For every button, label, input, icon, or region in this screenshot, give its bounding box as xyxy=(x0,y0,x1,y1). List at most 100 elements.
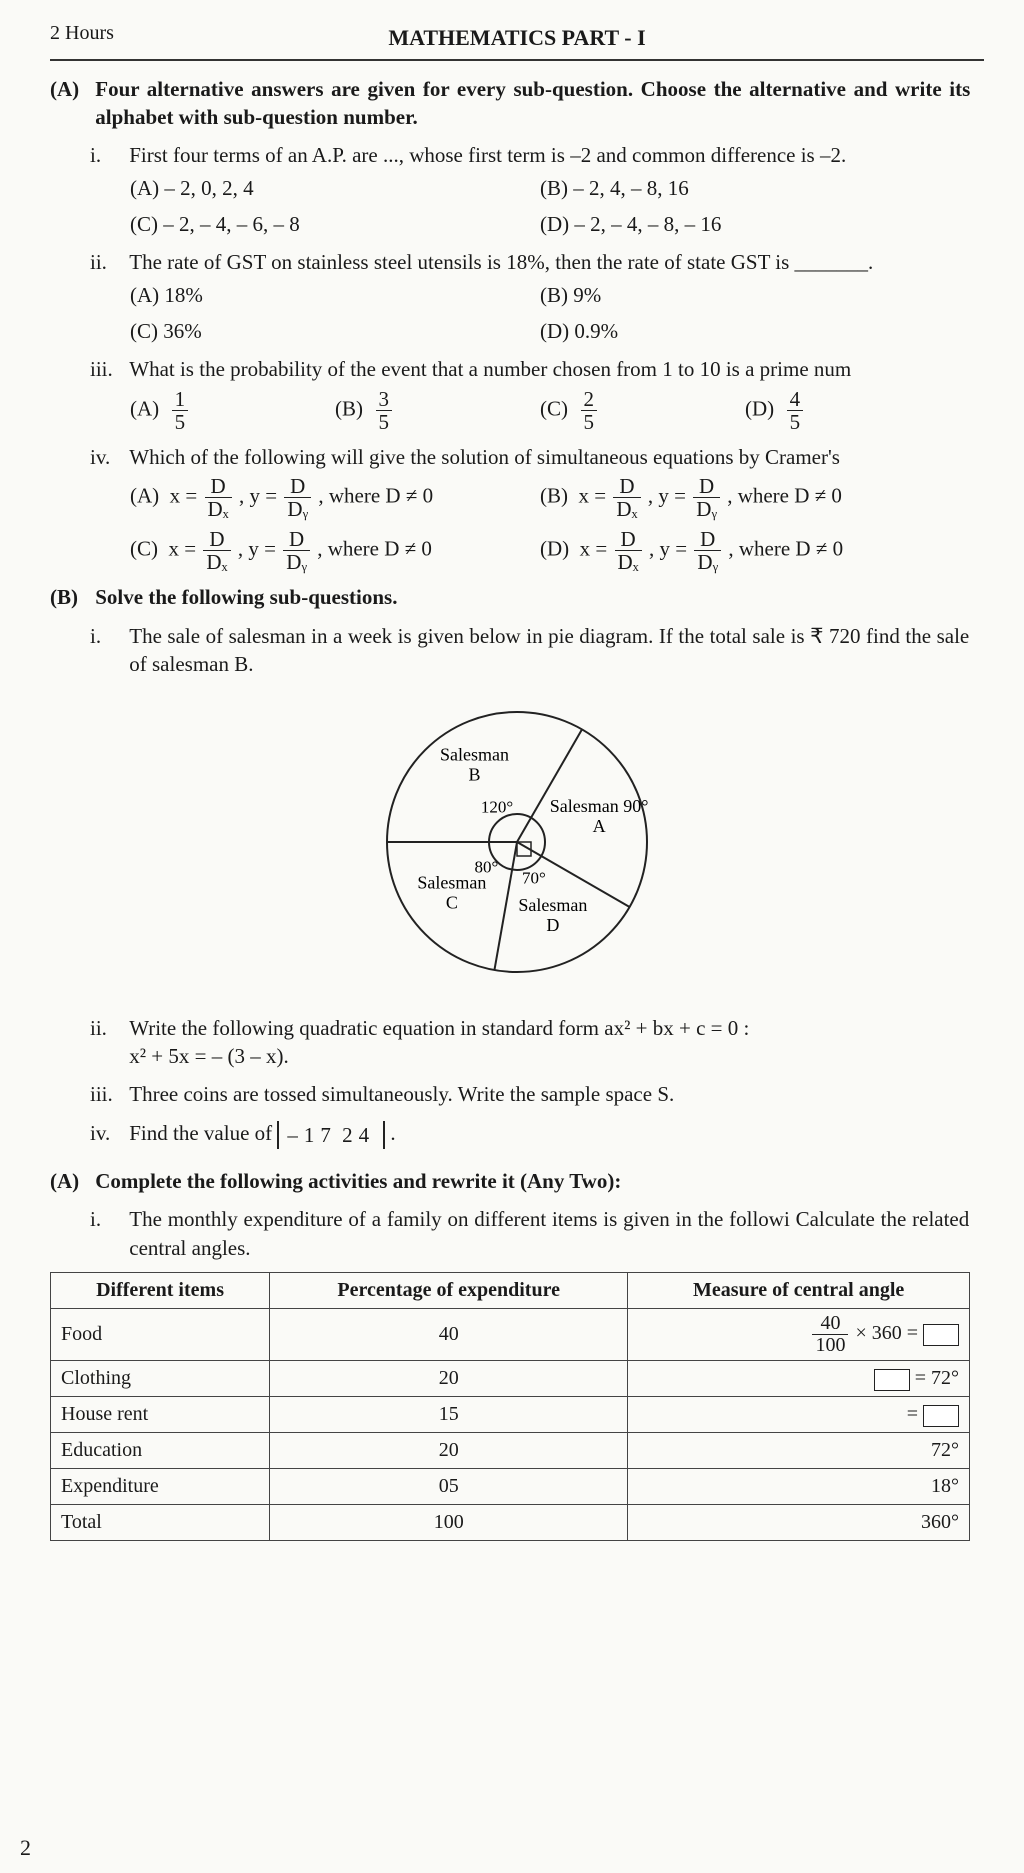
svg-text:Salesman: Salesman xyxy=(518,895,587,915)
svg-text:70°: 70° xyxy=(522,869,546,888)
b4: iv. Find the value of –17 24 . xyxy=(90,1119,984,1149)
b1: i. The sale of salesman in a week is giv… xyxy=(90,622,984,679)
cell-item: Education xyxy=(51,1433,270,1469)
q3-text: What is the probability of the event tha… xyxy=(129,355,969,383)
a2i-text: The monthly expenditure of a family on d… xyxy=(129,1205,969,1262)
q2-opt-d: (D) 0.9% xyxy=(540,317,950,345)
b2-eq: x² + 5x = – (3 – x). xyxy=(129,1044,288,1068)
b2: ii. Write the following quadratic equati… xyxy=(90,1014,984,1071)
cell-item: Expenditure xyxy=(51,1469,270,1505)
table-row: Food4040100 × 360 = xyxy=(51,1309,970,1361)
q1-options-2: (C) – 2, – 4, – 6, – 8 (D) – 2, – 4, – 8… xyxy=(130,210,950,238)
expenditure-table: Different items Percentage of expenditur… xyxy=(50,1272,970,1541)
q3-options: (A) 15 (B) 35 (C) 25 (D) 45 xyxy=(130,388,950,433)
svg-text:Salesman 90°: Salesman 90° xyxy=(550,796,649,816)
q1: i. First four terms of an A.P. are ..., … xyxy=(90,141,984,169)
cell-pct: 20 xyxy=(270,1433,628,1469)
b3-label: iii. xyxy=(90,1080,124,1108)
q3-label: iii. xyxy=(90,355,124,383)
q3-opt-c-frac: 25 xyxy=(579,388,600,433)
cell-measure: = 72° xyxy=(628,1361,970,1397)
duration: 2 Hours xyxy=(50,22,114,44)
section-b-label: (B) xyxy=(50,583,90,611)
cell-item: House rent xyxy=(51,1397,270,1433)
q2-options: (A) 18% (B) 9% xyxy=(130,281,950,309)
cell-pct: 100 xyxy=(270,1505,628,1541)
q3-opt-b-lbl: (B) xyxy=(335,396,363,420)
cell-item: Food xyxy=(51,1309,270,1361)
q2-label: ii. xyxy=(90,248,124,276)
q1-opt-c: (C) – 2, – 4, – 6, – 8 xyxy=(130,210,540,238)
q1-opt-a: (A) – 2, 0, 2, 4 xyxy=(130,174,540,202)
section-a-label: (A) xyxy=(50,75,90,103)
q4-opt-c: (C) x = DDₓ , y = DDᵧ , where D ≠ 0 xyxy=(130,528,540,573)
q3-opt-c-lbl: (C) xyxy=(540,396,568,420)
b3-text: Three coins are tossed simultaneously. W… xyxy=(129,1080,969,1108)
svg-text:80°: 80° xyxy=(474,858,498,877)
q3-opt-b-frac: 35 xyxy=(374,388,395,433)
cell-measure: = xyxy=(628,1397,970,1433)
cell-pct: 15 xyxy=(270,1397,628,1433)
header-row: 2 Hours MATHEMATICS PART - I xyxy=(50,18,984,53)
b4-tail: . xyxy=(390,1121,395,1145)
cell-pct: 05 xyxy=(270,1469,628,1505)
svg-text:Salesman: Salesman xyxy=(440,745,509,765)
q1-opt-b: (B) – 2, 4, – 8, 16 xyxy=(540,174,950,202)
cell-measure: 72° xyxy=(628,1433,970,1469)
pie-diagram: SalesmanB120°Salesman 90°ASalesmanD70°Sa… xyxy=(50,692,984,999)
cell-pct: 20 xyxy=(270,1361,628,1397)
table-row: House rent15= xyxy=(51,1397,970,1433)
q3-opt-a: (A) 15 xyxy=(130,388,335,433)
q3-opt-a-lbl: (A) xyxy=(130,396,159,420)
section-a: (A) Four alternative answers are given f… xyxy=(50,75,984,132)
table-row: Education2072° xyxy=(51,1433,970,1469)
q3-opt-d-frac: 45 xyxy=(785,388,806,433)
a2i-label: i. xyxy=(90,1205,124,1233)
table-row: Total100360° xyxy=(51,1505,970,1541)
th-angle: Measure of central angle xyxy=(628,1273,970,1309)
q4: iv. Which of the following will give the… xyxy=(90,443,984,471)
cell-item: Total xyxy=(51,1505,270,1541)
q2-opt-c: (C) 36% xyxy=(130,317,540,345)
q2-opt-b: (B) 9% xyxy=(540,281,950,309)
b1-label: i. xyxy=(90,622,124,650)
section-a2-instr: Complete the following activities and re… xyxy=(95,1167,970,1195)
q2-opt-a: (A) 18% xyxy=(130,281,540,309)
q3-opt-d-lbl: (D) xyxy=(745,396,774,420)
svg-text:120°: 120° xyxy=(481,798,513,817)
mat-r2: 24 xyxy=(342,1123,375,1147)
q3-opt-d: (D) 45 xyxy=(745,388,950,433)
th-items: Different items xyxy=(51,1273,270,1309)
b2-text1: Write the following quadratic equation i… xyxy=(129,1016,749,1040)
cell-item: Clothing xyxy=(51,1361,270,1397)
b2-text: Write the following quadratic equation i… xyxy=(129,1014,969,1071)
b2-label: ii. xyxy=(90,1014,124,1042)
paper-title: MATHEMATICS PART - I xyxy=(50,23,984,53)
svg-text:B: B xyxy=(468,765,480,785)
pie-svg: SalesmanB120°Salesman 90°ASalesmanD70°Sa… xyxy=(367,692,667,992)
b4-label: iv. xyxy=(90,1119,124,1147)
determinant: –17 24 xyxy=(277,1121,385,1149)
section-a-instr: Four alternative answers are given for e… xyxy=(95,75,970,132)
q4-options-2: (C) x = DDₓ , y = DDᵧ , where D ≠ 0 (D) … xyxy=(130,528,950,573)
q4-options: (A) x = DDₓ , y = DDᵧ , where D ≠ 0 (B) … xyxy=(130,475,950,520)
q1-text: First four terms of an A.P. are ..., who… xyxy=(129,141,969,169)
section-b: (B) Solve the following sub-questions. xyxy=(50,583,984,611)
header-rule xyxy=(50,59,984,61)
mat-r1: –17 xyxy=(287,1123,337,1147)
cell-measure: 40100 × 360 = xyxy=(628,1309,970,1361)
q1-label: i. xyxy=(90,141,124,169)
q4-opt-b: (B) x = DDₓ , y = DDᵧ , where D ≠ 0 xyxy=(540,475,950,520)
q3-opt-c: (C) 25 xyxy=(540,388,745,433)
page-corner: 2 xyxy=(20,1833,31,1863)
th-pct: Percentage of expenditure xyxy=(270,1273,628,1309)
svg-text:C: C xyxy=(446,893,458,913)
table-row: Clothing20 = 72° xyxy=(51,1361,970,1397)
svg-text:A: A xyxy=(593,816,606,836)
a2i: i. The monthly expenditure of a family o… xyxy=(90,1205,984,1262)
q1-options: (A) – 2, 0, 2, 4 (B) – 2, 4, – 8, 16 xyxy=(130,174,950,202)
q4-opt-a: (A) x = DDₓ , y = DDᵧ , where D ≠ 0 xyxy=(130,475,540,520)
cell-measure: 360° xyxy=(628,1505,970,1541)
q3-opt-b: (B) 35 xyxy=(335,388,540,433)
table-row: Expenditure0518° xyxy=(51,1469,970,1505)
